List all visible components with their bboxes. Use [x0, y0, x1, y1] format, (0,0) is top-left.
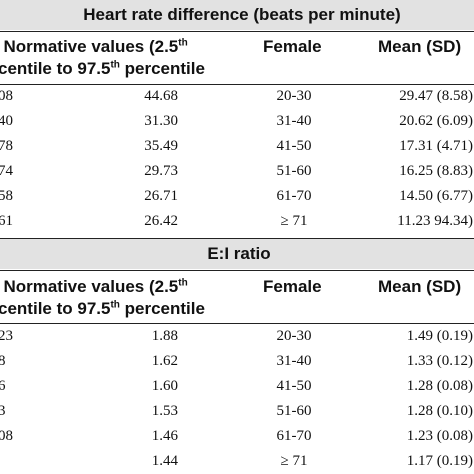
row-lead-cell: 6 [0, 378, 6, 394]
hr-title-rule [0, 31, 474, 32]
row-mean-cell: 1.49 (0.19) [406, 328, 473, 344]
row-mean-cell: 14.50 (6.77) [399, 188, 473, 204]
row-female-cell: 61-70 [276, 428, 312, 444]
row-mean-cell: 17.31 (4.71) [399, 138, 473, 154]
hr-col-mean-header: Mean (SD) [378, 37, 462, 56]
row-mean-cell: 20.62 (6.09) [399, 113, 473, 129]
hr-bottom-rule [0, 238, 474, 239]
row-lead-cell: 23 [0, 328, 13, 344]
row-normative-cell: 26.42 [144, 213, 178, 229]
row-mean-cell: 16.25 (8.83) [399, 163, 473, 179]
row-lead-cell: 61 [0, 213, 13, 229]
row-lead-cell: 3 [0, 403, 6, 419]
row-mean-cell: 11.23 94.34) [397, 213, 473, 229]
row-female-cell: 51-60 [276, 403, 312, 419]
hr-col-normative-header-line2: centile to 97.5th percentile [0, 60, 205, 77]
row-female-cell: 51-60 [276, 163, 312, 179]
row-female-cell: 61-70 [276, 188, 312, 204]
row-normative-cell: 1.60 [151, 378, 178, 394]
ei-col-normative-prefix2: c [0, 299, 8, 318]
row-lead-cell: 58 [0, 188, 13, 204]
row-normative-cell: 1.88 [151, 328, 178, 344]
row-mean-cell: 1.28 (0.08) [406, 378, 473, 394]
hr-col-female-header: Female [263, 37, 322, 56]
ei-header-rule [0, 323, 474, 324]
ei-col-normative-line2-end: percentile [119, 299, 205, 318]
row-lead-cell: 40 [0, 113, 13, 129]
row-normative-cell: 1.44 [151, 453, 178, 469]
row-lead-cell: 74 [0, 163, 13, 179]
hr-col-normative-sup2: th [110, 59, 120, 71]
row-female-cell: 20-30 [276, 88, 312, 104]
row-female-cell: ≥ 71 [280, 453, 308, 469]
row-normative-cell: 26.71 [144, 188, 178, 204]
row-normative-cell: 1.62 [151, 353, 178, 369]
ei-title-band [0, 239, 474, 269]
hr-col-normative-line1: Normative values (2.5 [3, 37, 179, 56]
row-mean-cell: 1.28 (0.10) [406, 403, 473, 419]
ei-col-normative-header: , Normative values (2.5th [0, 277, 188, 296]
ei-col-normative-header-line2: centile to 97.5th percentile [0, 300, 205, 317]
ei-title-rule [0, 270, 474, 271]
row-mean-cell: 1.17 (0.19) [406, 453, 473, 469]
row-normative-cell: 1.46 [151, 428, 178, 444]
row-female-cell: 41-50 [276, 138, 312, 154]
row-normative-cell: 1.53 [151, 403, 178, 419]
hr-title-band [0, 0, 474, 30]
row-normative-cell: 35.49 [144, 138, 178, 154]
ei-col-normative-line2: entile to 97.5 [7, 299, 111, 318]
row-lead-cell: 8 [0, 353, 6, 369]
row-lead-cell: 08 [0, 428, 13, 444]
ei-col-female-header: Female [263, 277, 322, 296]
row-normative-cell: 44.68 [144, 88, 178, 104]
row-female-cell: 20-30 [276, 328, 312, 344]
row-normative-cell: 29.73 [144, 163, 178, 179]
row-lead-cell: 78 [0, 138, 13, 154]
ei-col-mean-header: Mean (SD) [378, 277, 462, 296]
row-mean-cell: 29.47 (8.58) [399, 88, 473, 104]
hr-col-normative-prefix2: c [0, 59, 8, 78]
row-female-cell: ≥ 71 [280, 213, 308, 229]
hr-col-normative-line2: entile to 97.5 [7, 59, 111, 78]
hr-section-title: Heart rate difference (beats per minute) [83, 5, 401, 24]
row-female-cell: 41-50 [276, 378, 312, 394]
ei-col-normative-line1: Normative values (2.5 [3, 277, 179, 296]
row-female-cell: 31-40 [276, 353, 312, 369]
hr-col-normative-line2-end: percentile [119, 59, 205, 78]
ei-col-normative-sup2: th [110, 299, 120, 311]
hr-col-normative-header: , Normative values (2.5th [0, 37, 188, 56]
row-mean-cell: 1.23 (0.08) [406, 428, 473, 444]
row-normative-cell: 31.30 [144, 113, 178, 129]
row-mean-cell: 1.33 (0.12) [406, 353, 473, 369]
row-lead-cell: 08 [0, 88, 13, 104]
ei-col-normative-sup1: th [178, 277, 188, 289]
hr-col-normative-sup1: th [178, 37, 188, 49]
ei-section-title: E:I ratio [207, 244, 271, 263]
row-female-cell: 31-40 [276, 113, 312, 129]
hr-header-rule [0, 84, 474, 85]
